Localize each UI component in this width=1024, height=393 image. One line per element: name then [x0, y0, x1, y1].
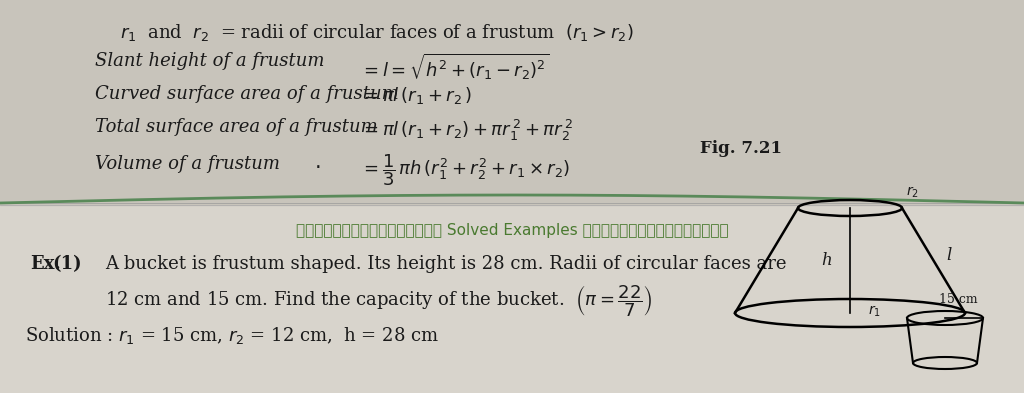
Text: .: . [315, 152, 322, 172]
Text: Curved surface area of a frustum: Curved surface area of a frustum [95, 85, 398, 103]
Text: $= \dfrac{1}{3}\,\pi h\, (r_1^2 + r_2^2 + r_1 \times r_2)$: $= \dfrac{1}{3}\,\pi h\, (r_1^2 + r_2^2 … [360, 152, 570, 187]
Bar [0, 0, 1024, 205]
Text: ংরংরংরংরংরংরংরংর Solved Examples রংরংরংরংরংরংরংরং: ংরংরংরংরংরংরংরংর Solved Examples রংরংরংর… [296, 223, 728, 238]
Text: (1): (1) [52, 255, 82, 273]
Text: Total surface area of a frustum: Total surface area of a frustum [95, 118, 378, 136]
Text: $= \pi l\, (r_1 + r_2) + \pi r_1^{\,2} + \pi r_2^{\,2}$: $= \pi l\, (r_1 + r_2) + \pi r_1^{\,2} +… [360, 118, 572, 143]
Text: $r_1$: $r_1$ [868, 303, 881, 319]
Text: $r_2$: $r_2$ [906, 185, 919, 200]
Text: Fig. 7.21: Fig. 7.21 [700, 140, 782, 157]
Text: A bucket is frustum shaped. Its height is 28 cm. Radii of circular faces are: A bucket is frustum shaped. Its height i… [105, 255, 786, 273]
Text: l: l [946, 247, 952, 264]
Text: Solution : $r_1$ = 15 cm, $r_2$ = 12 cm,  h = 28 cm: Solution : $r_1$ = 15 cm, $r_2$ = 12 cm,… [25, 325, 439, 346]
Text: 15 cm: 15 cm [939, 293, 978, 306]
Text: Volume of a frustum: Volume of a frustum [95, 155, 280, 173]
Text: Slant height of a frustum: Slant height of a frustum [95, 52, 325, 70]
Text: $r_1$  and  $r_2$  = radii of circular faces of a frustum  $(r_1 > r_2)$: $r_1$ and $r_2$ = radii of circular face… [120, 22, 634, 43]
Text: Ex.: Ex. [30, 255, 60, 273]
Text: $= l = \sqrt{h^2 + (r_1 - r_2)^2}$: $= l = \sqrt{h^2 + (r_1 - r_2)^2}$ [360, 52, 550, 83]
Text: h: h [821, 252, 831, 269]
Text: 12 cm and 15 cm. Find the capacity of the bucket.  $\left(\pi = \dfrac{22}{7}\ri: 12 cm and 15 cm. Find the capacity of th… [105, 283, 652, 319]
Text: $= \pi l\, (r_1 + r_2\,)$: $= \pi l\, (r_1 + r_2\,)$ [360, 85, 472, 106]
